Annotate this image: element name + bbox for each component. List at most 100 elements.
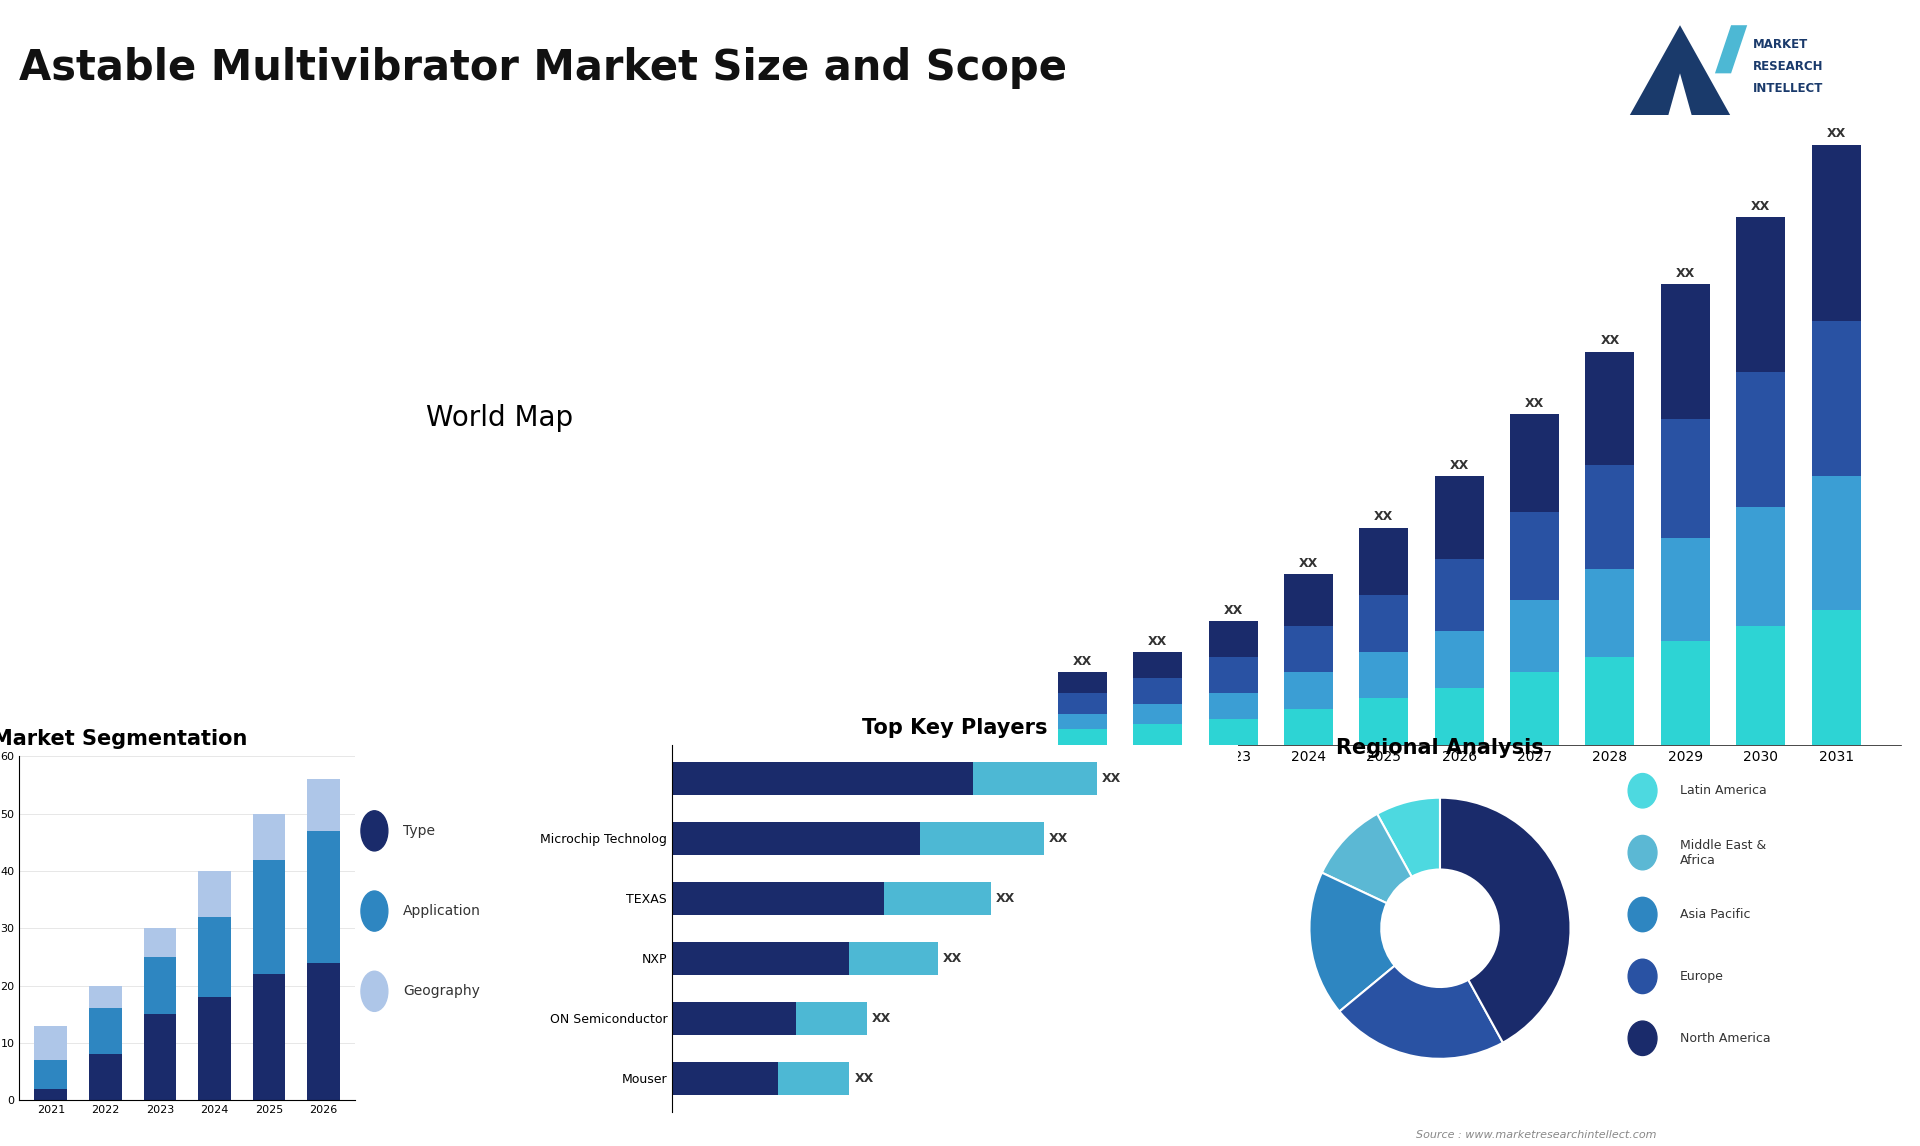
- Bar: [1284, 574, 1332, 626]
- Text: MARKET: MARKET: [1753, 38, 1809, 50]
- Bar: [144, 1014, 177, 1100]
- Bar: [1434, 631, 1484, 688]
- Bar: [88, 1054, 121, 1100]
- Bar: [1284, 673, 1332, 708]
- Bar: [973, 762, 1096, 794]
- Text: XX: XX: [1751, 199, 1770, 213]
- Bar: [1208, 693, 1258, 719]
- Bar: [672, 822, 920, 855]
- Bar: [1058, 673, 1106, 693]
- Title: Top Key Players: Top Key Players: [862, 717, 1048, 738]
- Bar: [1736, 626, 1786, 745]
- Bar: [1058, 729, 1106, 745]
- Bar: [1812, 611, 1860, 745]
- Text: Source : www.marketresearchintellect.com: Source : www.marketresearchintellect.com: [1415, 1130, 1657, 1140]
- Bar: [797, 1002, 866, 1035]
- Bar: [1586, 465, 1634, 568]
- Bar: [1208, 719, 1258, 745]
- Bar: [672, 1062, 778, 1094]
- Bar: [1133, 704, 1183, 724]
- Text: World Map: World Map: [426, 405, 572, 432]
- Text: XX: XX: [1102, 771, 1121, 785]
- Bar: [1284, 626, 1332, 673]
- Text: North America: North America: [1680, 1031, 1770, 1045]
- Bar: [672, 1002, 797, 1035]
- Text: XX: XX: [1375, 510, 1394, 524]
- Text: XX: XX: [1524, 397, 1544, 409]
- Polygon shape: [1626, 25, 1734, 121]
- Bar: [1511, 512, 1559, 601]
- Bar: [88, 1008, 121, 1054]
- Text: XX: XX: [1450, 458, 1469, 472]
- Title: Regional Analysis: Regional Analysis: [1336, 738, 1544, 758]
- Text: Europe: Europe: [1680, 970, 1724, 983]
- Bar: [198, 871, 230, 917]
- Bar: [1359, 527, 1407, 595]
- Bar: [1359, 698, 1407, 745]
- Text: XX: XX: [1073, 656, 1092, 668]
- Circle shape: [361, 811, 388, 850]
- Text: INTELLECT: INTELLECT: [1753, 83, 1822, 95]
- Bar: [307, 963, 340, 1100]
- Bar: [1359, 652, 1407, 698]
- Bar: [198, 997, 230, 1100]
- Bar: [1208, 621, 1258, 657]
- Text: Geography: Geography: [403, 984, 480, 998]
- Bar: [1736, 507, 1786, 626]
- Text: XX: XX: [1048, 832, 1068, 845]
- Circle shape: [1628, 774, 1657, 808]
- Bar: [1133, 677, 1183, 704]
- Bar: [1586, 568, 1634, 657]
- Bar: [672, 881, 885, 915]
- Bar: [35, 1026, 67, 1060]
- Text: XX: XX: [1148, 635, 1167, 647]
- Bar: [1133, 724, 1183, 745]
- Bar: [1434, 688, 1484, 745]
- Polygon shape: [1715, 25, 1747, 73]
- Wedge shape: [1440, 798, 1571, 1043]
- Bar: [1736, 372, 1786, 507]
- Bar: [1812, 144, 1860, 321]
- Bar: [1661, 537, 1711, 642]
- Bar: [35, 1089, 67, 1100]
- Bar: [198, 917, 230, 997]
- Bar: [885, 881, 991, 915]
- Bar: [1133, 652, 1183, 677]
- Bar: [1586, 657, 1634, 745]
- Bar: [253, 860, 286, 974]
- Bar: [253, 814, 286, 860]
- Text: XX: XX: [1223, 604, 1242, 617]
- Bar: [778, 1062, 849, 1094]
- Text: XX: XX: [996, 892, 1016, 904]
- Bar: [1511, 601, 1559, 673]
- Bar: [1511, 673, 1559, 745]
- Bar: [1208, 657, 1258, 693]
- Bar: [307, 831, 340, 963]
- Circle shape: [1628, 959, 1657, 994]
- Text: XX: XX: [854, 1072, 874, 1085]
- Text: Type: Type: [403, 824, 436, 838]
- Wedge shape: [1377, 798, 1440, 877]
- Bar: [672, 942, 849, 975]
- Circle shape: [1628, 835, 1657, 870]
- Bar: [1511, 414, 1559, 512]
- Polygon shape: [1667, 73, 1693, 121]
- Circle shape: [1628, 1021, 1657, 1055]
- Text: XX: XX: [1826, 127, 1845, 141]
- Circle shape: [1628, 897, 1657, 932]
- Circle shape: [361, 972, 388, 1012]
- Bar: [672, 762, 973, 794]
- Bar: [144, 957, 177, 1014]
- Bar: [1434, 476, 1484, 558]
- Wedge shape: [1309, 872, 1394, 1012]
- Bar: [1586, 352, 1634, 465]
- Wedge shape: [1340, 966, 1503, 1059]
- Text: XX: XX: [1601, 335, 1620, 347]
- Bar: [1661, 642, 1711, 745]
- Wedge shape: [1321, 814, 1411, 903]
- Text: Middle East &
Africa: Middle East & Africa: [1680, 839, 1766, 866]
- Bar: [1661, 284, 1711, 419]
- Text: Market Segmentation: Market Segmentation: [0, 729, 248, 749]
- Text: XX: XX: [872, 1012, 891, 1025]
- Bar: [35, 1060, 67, 1089]
